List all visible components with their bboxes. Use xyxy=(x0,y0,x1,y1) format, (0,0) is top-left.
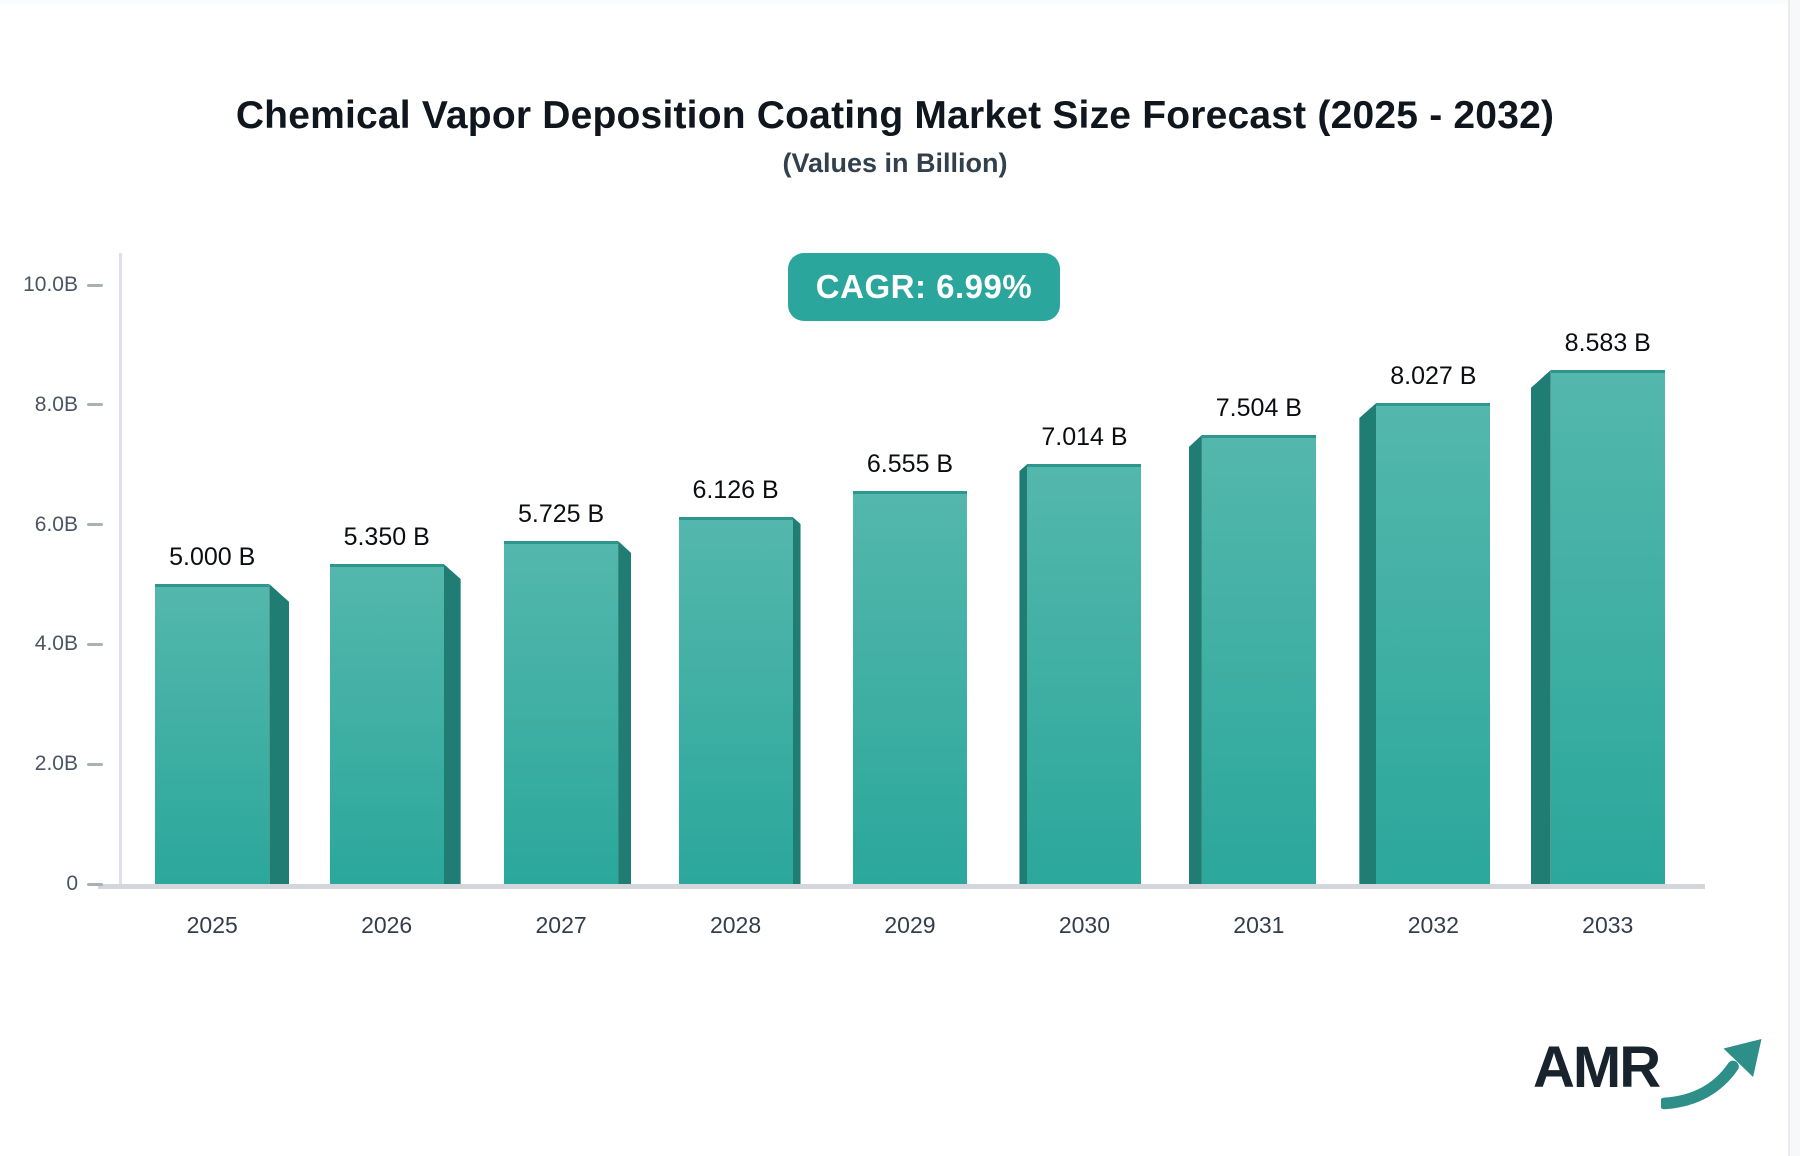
bar-3d-side xyxy=(1188,435,1202,884)
bar-2030 xyxy=(1027,464,1142,884)
bar-2031 xyxy=(1201,435,1316,884)
x-tick-label: 2026 xyxy=(361,912,413,938)
y-tick-label: 10.0B xyxy=(23,273,78,296)
bar-value-label: 8.583 B xyxy=(1564,329,1651,357)
bar-3d-side xyxy=(1530,370,1551,884)
x-axis-line xyxy=(98,884,1705,889)
y-axis-line xyxy=(119,253,122,886)
y-tick-dash xyxy=(87,523,103,527)
y-tick-label: 8.0B xyxy=(34,392,78,416)
y-tick-dash xyxy=(87,283,103,287)
y-tick-label: 4.0B xyxy=(34,632,78,656)
page-right-edge xyxy=(1788,0,1800,1156)
amr-logo: AMR xyxy=(1533,1034,1763,1124)
bar-3d-side xyxy=(1019,464,1028,884)
bar-value-label: 7.014 B xyxy=(1041,423,1128,451)
chart-subtitle: (Values in Billion) xyxy=(782,148,1008,178)
bar-value-label: 5.000 B xyxy=(169,543,256,571)
bar-2027 xyxy=(504,541,619,884)
bar-2026 xyxy=(329,564,444,884)
x-tick-label: 2028 xyxy=(709,912,762,938)
bar-value-label: 5.725 B xyxy=(518,500,605,528)
x-tick-label: 2030 xyxy=(1058,912,1111,938)
bar-value-label: 8.027 B xyxy=(1390,362,1477,390)
x-tick-label: 2033 xyxy=(1582,912,1634,938)
x-tick-label: 2025 xyxy=(186,912,238,938)
bar-2033 xyxy=(1550,370,1665,884)
page-top-edge xyxy=(0,0,1800,4)
y-tick-dash xyxy=(87,882,103,886)
bar-value-label: 6.126 B xyxy=(692,476,779,504)
bar-3d-side xyxy=(269,584,290,884)
y-tick-label: 0 xyxy=(66,872,78,895)
bar-3d-side xyxy=(618,541,632,884)
x-tick-label: 2031 xyxy=(1233,912,1285,938)
growth-arrow-icon xyxy=(1661,1039,1762,1110)
chart-title: Chemical Vapor Deposition Coating Market… xyxy=(235,94,1555,137)
cagr-badge: CAGR: 6.99% xyxy=(788,253,1060,321)
bar-2029 xyxy=(853,491,967,884)
bar-3d-side xyxy=(443,564,461,884)
cagr-badge-label: CAGR: 6.99% xyxy=(815,268,1033,305)
x-tick-label: 2032 xyxy=(1407,912,1459,938)
bar-value-label: 6.555 B xyxy=(866,450,954,478)
bar-2025 xyxy=(155,584,270,884)
y-tick-dash xyxy=(87,403,103,407)
bar-2028 xyxy=(678,517,793,884)
bar-value-label: 7.504 B xyxy=(1215,394,1302,422)
bar-value-label: 5.350 B xyxy=(343,523,430,551)
x-tick-label: 2027 xyxy=(535,912,587,938)
bar-2032 xyxy=(1376,403,1491,884)
bar-3d-side xyxy=(1359,403,1377,884)
y-tick-dash xyxy=(87,642,103,646)
bar-3d-side xyxy=(792,517,801,884)
x-tick-label: 2029 xyxy=(884,912,936,938)
amr-logo-text: AMR xyxy=(1533,1035,1661,1100)
y-tick-label: 2.0B xyxy=(34,752,78,776)
y-tick-dash xyxy=(87,762,103,766)
y-tick-label: 6.0B xyxy=(34,512,78,536)
